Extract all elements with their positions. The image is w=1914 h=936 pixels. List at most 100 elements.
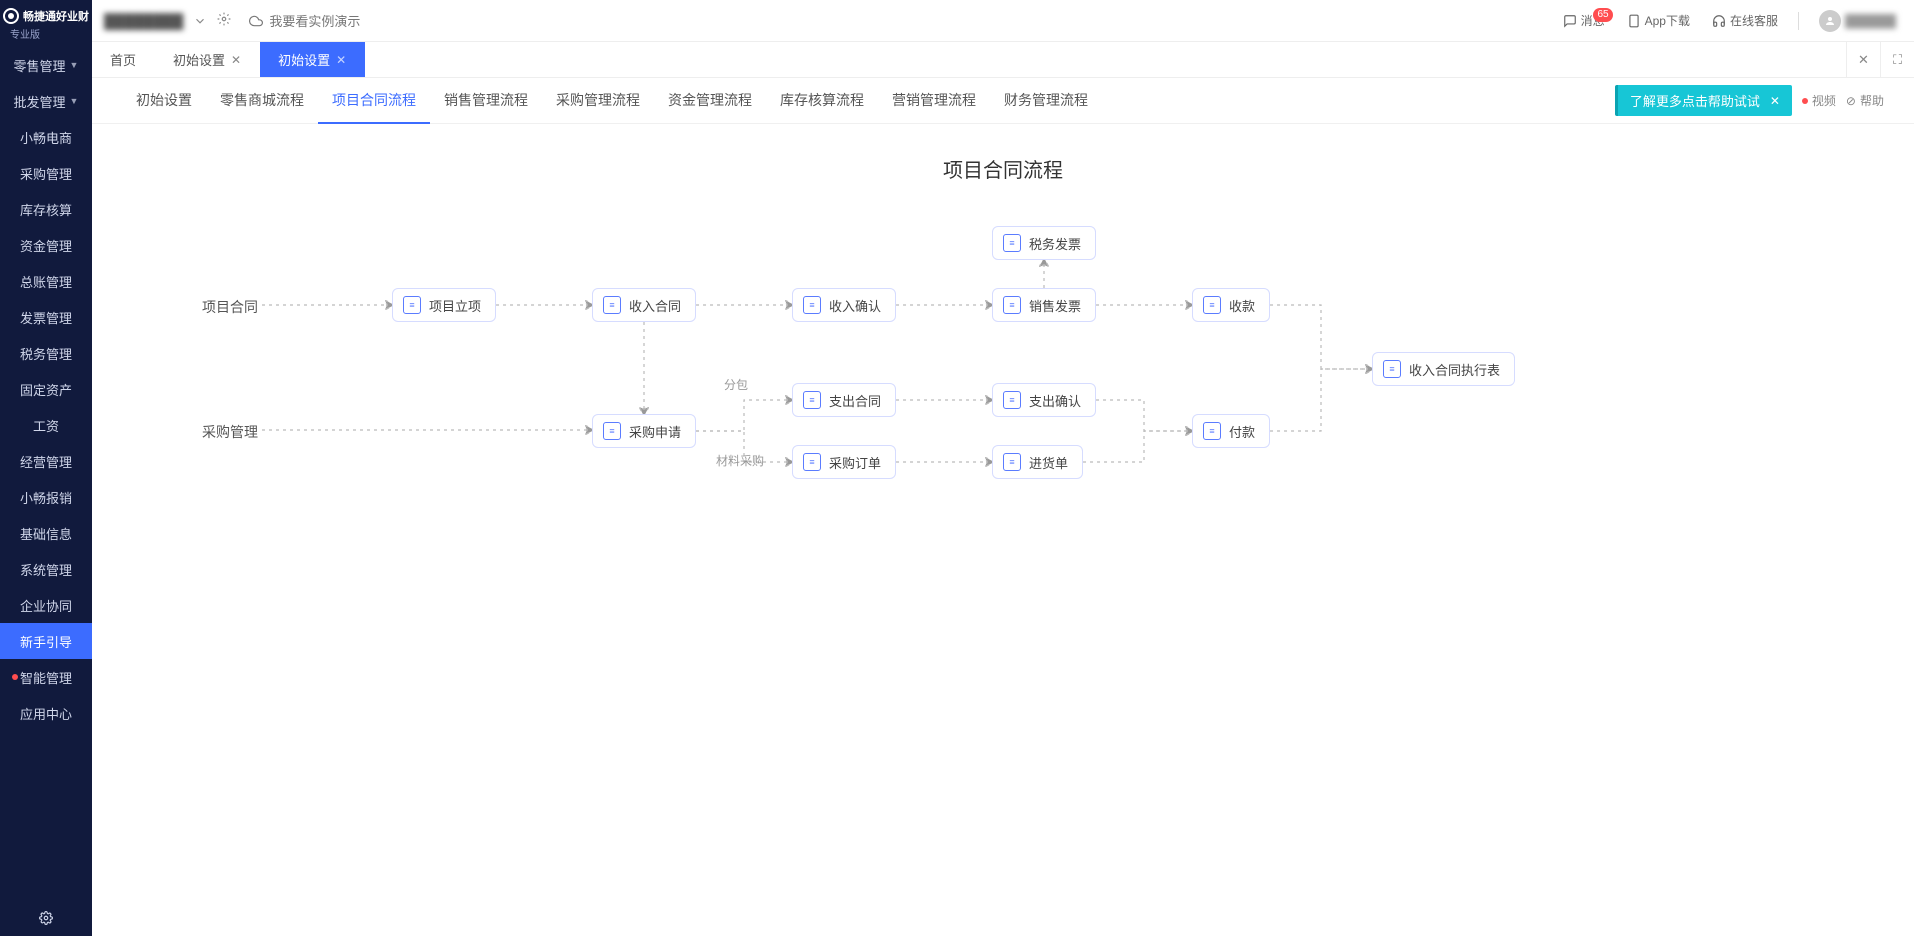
org-selector[interactable]: ████████ <box>104 13 207 29</box>
sidebar-item-2[interactable]: 小畅电商 <box>0 119 92 155</box>
sidebar-item-18[interactable]: 应用中心 <box>0 695 92 731</box>
tab-0[interactable]: 首页 <box>92 42 155 77</box>
sidebar-item-5[interactable]: 资金管理 <box>0 227 92 263</box>
phone-icon <box>1627 14 1641 28</box>
sidebar-item-4[interactable]: 库存核算 <box>0 191 92 227</box>
sidebar-item-17[interactable]: 智能管理 <box>0 659 92 695</box>
flow-node-n_srhetong[interactable]: ≡ 收入合同 <box>592 288 696 322</box>
sidebar-item-label: 小畅电商 <box>20 128 72 147</box>
sidebar-item-11[interactable]: 经营管理 <box>0 443 92 479</box>
doc-icon: ≡ <box>603 296 621 314</box>
node-label: 税务发票 <box>1029 234 1081 253</box>
help-label: 帮助 <box>1860 92 1884 109</box>
node-label: 进货单 <box>1029 453 1068 472</box>
doc-icon: ≡ <box>603 422 621 440</box>
sidebar-settings-button[interactable] <box>0 900 92 936</box>
sidebar-item-16[interactable]: 新手引导 <box>0 623 92 659</box>
tabs-close-all-button[interactable]: ✕ <box>1846 42 1880 77</box>
sidebar-item-9[interactable]: 固定资产 <box>0 371 92 407</box>
flow-node-n_zxbiao[interactable]: ≡收入合同执行表 <box>1372 352 1515 386</box>
sidebar-item-14[interactable]: 系统管理 <box>0 551 92 587</box>
doc-icon: ≡ <box>803 391 821 409</box>
close-icon[interactable]: ✕ <box>231 53 241 67</box>
node-label: 收入合同 <box>629 296 681 315</box>
node-label: 支出合同 <box>829 391 881 410</box>
sidebar-item-15[interactable]: 企业协同 <box>0 587 92 623</box>
topbar: ████████ 我要看实例演示 消息 65 App下载 <box>92 0 1914 42</box>
flow-node-n_fukuan[interactable]: ≡ 付款 <box>1192 414 1270 448</box>
sidebar-item-label: 发票管理 <box>20 308 72 327</box>
node-label: 付款 <box>1229 422 1255 441</box>
video-link[interactable]: 视频 <box>1802 92 1836 109</box>
caret-down-icon: ▼ <box>70 96 79 106</box>
messages-count: 65 <box>1593 8 1612 22</box>
flow-node-n_zcqueren[interactable]: ≡ 支出确认 <box>992 383 1096 417</box>
tab-label: 初始设置 <box>173 50 225 69</box>
messages-button[interactable]: 消息 65 <box>1557 12 1611 29</box>
subtab-5[interactable]: 资金管理流程 <box>654 78 766 124</box>
help-tip-banner[interactable]: 了解更多点击帮助试试 ✕ <box>1615 85 1792 116</box>
flow-canvas: 项目合同流程 项目合同采购管理≡项目立项≡收入合同≡收入确认≡销售发票≡税务发票… <box>92 124 1914 936</box>
gear-icon <box>39 911 53 925</box>
sidebar-item-0[interactable]: 零售管理▼ <box>0 47 92 83</box>
sidebar-item-label: 新手引导 <box>20 632 72 651</box>
node-label: 采购订单 <box>829 453 881 472</box>
close-icon[interactable]: ✕ <box>336 53 346 67</box>
row-label-r1: 项目合同 <box>202 297 258 317</box>
caret-down-icon: ▼ <box>70 60 79 70</box>
close-icon[interactable]: ✕ <box>1770 94 1780 108</box>
sidebar-item-8[interactable]: 税务管理 <box>0 335 92 371</box>
sidebar-nav: 零售管理▼批发管理▼ 小畅电商采购管理库存核算资金管理总账管理发票管理税务管理固定… <box>0 47 92 900</box>
user-menu[interactable]: ██████ <box>1813 10 1902 32</box>
tab-1[interactable]: 初始设置 ✕ <box>155 42 260 77</box>
org-name: ████████ <box>104 13 183 29</box>
doc-icon: ≡ <box>403 296 421 314</box>
doc-icon: ≡ <box>1003 391 1021 409</box>
node-label: 收入合同执行表 <box>1409 360 1500 379</box>
doc-icon: ≡ <box>1003 296 1021 314</box>
flow-node-n_xsfapiao[interactable]: ≡销售发票 <box>992 288 1096 322</box>
subtab-2[interactable]: 项目合同流程 <box>318 78 430 124</box>
flow-node-n_shuiwu[interactable]: ≡税务发票 <box>992 226 1096 260</box>
gear-icon <box>217 12 231 26</box>
node-label: 支出确认 <box>1029 391 1081 410</box>
user-name: ██████ <box>1845 14 1896 28</box>
sidebar-item-12[interactable]: 小畅报销 <box>0 479 92 515</box>
subtab-0[interactable]: 初始设置 <box>122 78 206 124</box>
subtab-7[interactable]: 营销管理流程 <box>878 78 990 124</box>
subtab-3[interactable]: 销售管理流程 <box>430 78 542 124</box>
sidebar-item-7[interactable]: 发票管理 <box>0 299 92 335</box>
help-link[interactable]: ⊘ 帮助 <box>1846 92 1884 109</box>
brand-icon <box>3 8 19 24</box>
chevron-down-icon <box>193 14 207 28</box>
support-label: 在线客服 <box>1730 12 1778 29</box>
flow-node-n_shoukuan[interactable]: ≡收款 <box>1192 288 1270 322</box>
app-download-button[interactable]: App下载 <box>1621 12 1696 29</box>
sidebar-item-10[interactable]: 工资 <box>0 407 92 443</box>
sidebar-item-label: 应用中心 <box>20 704 72 723</box>
support-button[interactable]: 在线客服 <box>1706 12 1784 29</box>
fullscreen-button[interactable]: ⛶ <box>1880 42 1914 77</box>
subtab-8[interactable]: 财务管理流程 <box>990 78 1102 124</box>
sidebar-item-6[interactable]: 总账管理 <box>0 263 92 299</box>
status-dot-icon <box>12 674 18 680</box>
content-area: 初始设置零售商城流程项目合同流程销售管理流程采购管理流程资金管理流程库存核算流程… <box>92 78 1914 936</box>
flow-node-n_zchetong[interactable]: ≡ 支出合同 <box>792 383 896 417</box>
tab-2[interactable]: 初始设置✕ <box>260 42 365 77</box>
flow-node-n_jinhuo[interactable]: ≡进货单 <box>992 445 1083 479</box>
subtab-6[interactable]: 库存核算流程 <box>766 78 878 124</box>
demo-link[interactable]: 我要看实例演示 <box>249 11 360 30</box>
node-label: 收款 <box>1229 296 1255 315</box>
sidebar-item-13[interactable]: 基础信息 <box>0 515 92 551</box>
subtab-4[interactable]: 采购管理流程 <box>542 78 654 124</box>
sidebar-item-1[interactable]: 批发管理▼ <box>0 83 92 119</box>
sidebar-item-3[interactable]: 采购管理 <box>0 155 92 191</box>
flow-node-n_lixiang[interactable]: ≡项目立项 <box>392 288 496 322</box>
doc-icon: ≡ <box>1203 422 1221 440</box>
flow-node-n_cgdd[interactable]: ≡采购订单 <box>792 445 896 479</box>
brand-logo[interactable]: 畅捷通好业财 专业版 <box>0 0 92 47</box>
org-settings-button[interactable] <box>217 12 231 29</box>
flow-node-n_srqueren[interactable]: ≡收入确认 <box>792 288 896 322</box>
flow-node-n_cgsq[interactable]: ≡采购申请 <box>592 414 696 448</box>
subtab-1[interactable]: 零售商城流程 <box>206 78 318 124</box>
